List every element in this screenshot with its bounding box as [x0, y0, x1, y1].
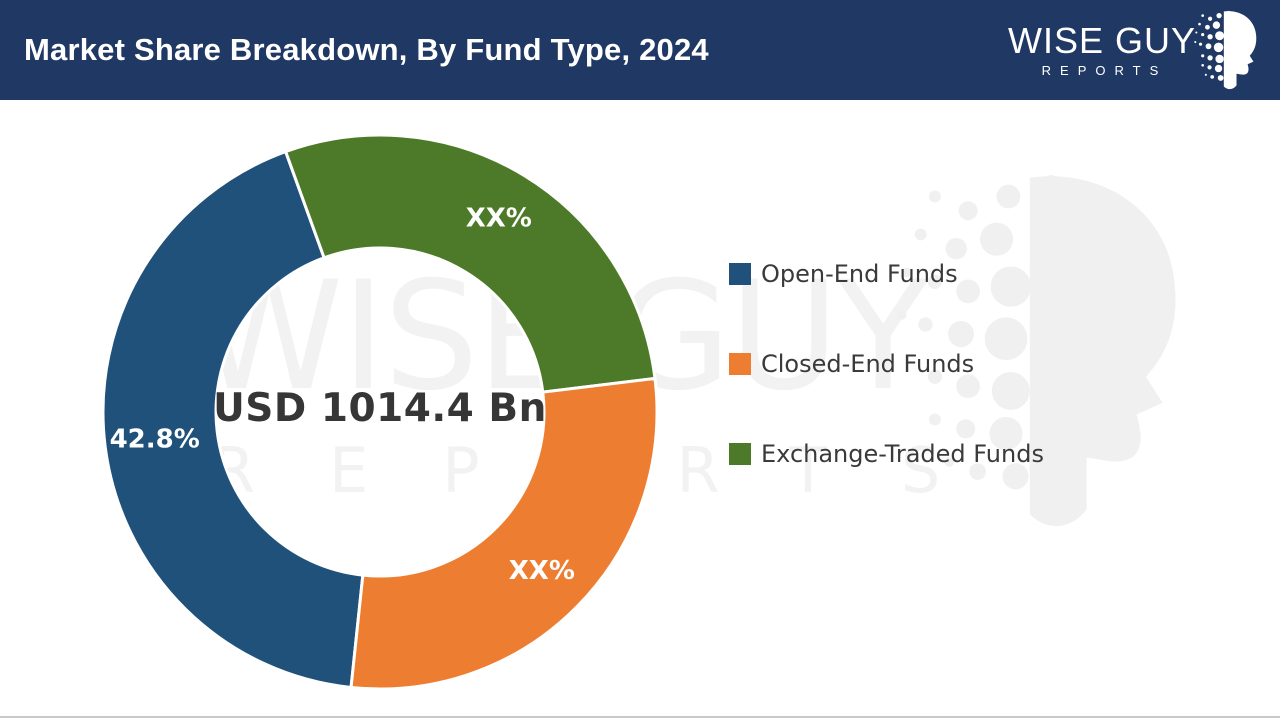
legend-item-open-end-funds: Open-End Funds	[729, 260, 1044, 288]
chart-legend: Open-End Funds Closed-End Funds Exchange…	[729, 260, 1044, 468]
slice-label: XX%	[466, 204, 532, 234]
page-title: Market Share Breakdown, By Fund Type, 20…	[24, 32, 709, 67]
slice-label: XX%	[509, 556, 575, 586]
pie-slice-closed-end-funds	[349, 376, 659, 691]
wise-guy-reports-logo: WISE GUY REPORTS	[1008, 8, 1264, 93]
logo-subtitle: REPORTS	[1041, 62, 1168, 78]
footer-divider	[0, 716, 1280, 718]
pie-slice-exchange-traded-funds	[283, 133, 657, 394]
legend-label: Open-End Funds	[761, 260, 958, 288]
header-bar: Market Share Breakdown, By Fund Type, 20…	[0, 0, 1280, 100]
chart-center-value: USD 1014.4 Bn	[213, 386, 547, 431]
legend-item-exchange-traded-funds: Exchange-Traded Funds	[729, 440, 1044, 468]
legend-swatch-exchange-traded-funds	[729, 443, 751, 465]
legend-item-closed-end-funds: Closed-End Funds	[729, 350, 1044, 378]
logo-face-icon	[1194, 10, 1257, 89]
legend-label: Exchange-Traded Funds	[761, 440, 1044, 468]
legend-swatch-open-end-funds	[729, 263, 751, 285]
legend-swatch-closed-end-funds	[729, 353, 751, 375]
slice-label: 42.8%	[110, 425, 200, 455]
pie-slice-open-end-funds	[101, 149, 365, 690]
logo-wordmark: WISE GUY	[1007, 19, 1196, 61]
legend-label: Closed-End Funds	[761, 350, 975, 378]
logo-text: WISE GUY REPORTS	[1007, 19, 1196, 78]
